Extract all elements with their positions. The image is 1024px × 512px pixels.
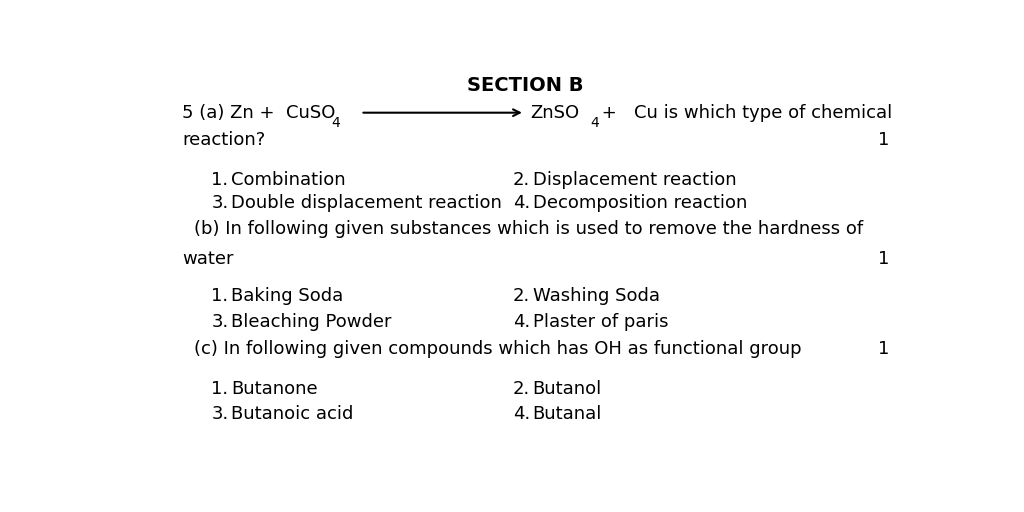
Text: 5 (a) Zn +  CuSO: 5 (a) Zn + CuSO [182,104,335,122]
Text: Bleaching Powder: Bleaching Powder [231,313,391,331]
Text: 4.: 4. [513,406,530,423]
Text: 3.: 3. [211,195,228,212]
Text: Butanal: Butanal [532,406,602,423]
Text: 1.: 1. [211,170,228,189]
Text: SECTION B: SECTION B [467,76,583,95]
Text: 2.: 2. [513,287,530,305]
Text: Double displacement reaction: Double displacement reaction [231,195,502,212]
Text: 3.: 3. [211,313,228,331]
Text: Washing Soda: Washing Soda [532,287,659,305]
Text: water: water [182,249,233,268]
Text: Baking Soda: Baking Soda [231,287,343,305]
Text: 1: 1 [879,249,890,268]
Text: 1.: 1. [211,380,228,398]
Text: 3.: 3. [211,406,228,423]
Text: 1.: 1. [211,287,228,305]
Text: Displacement reaction: Displacement reaction [532,170,736,189]
Text: 4: 4 [590,116,599,130]
Text: 4: 4 [331,116,340,130]
Text: 4.: 4. [513,195,530,212]
Text: 2.: 2. [513,170,530,189]
Text: 2.: 2. [513,380,530,398]
Text: Butanol: Butanol [532,380,602,398]
Text: Plaster of paris: Plaster of paris [532,313,669,331]
Text: +   Cu is which type of chemical: + Cu is which type of chemical [596,104,893,122]
Text: 4.: 4. [513,313,530,331]
Text: Butanone: Butanone [231,380,317,398]
Text: 1: 1 [879,340,890,358]
Text: (b) In following given substances which is used to remove the hardness of: (b) In following given substances which … [194,220,863,238]
Text: Decomposition reaction: Decomposition reaction [532,195,748,212]
Text: reaction?: reaction? [182,131,265,150]
Text: ZnSO: ZnSO [530,104,580,122]
Text: 1: 1 [879,131,890,150]
Text: Combination: Combination [231,170,346,189]
Text: (c) In following given compounds which has OH as functional group: (c) In following given compounds which h… [194,340,802,358]
Text: Butanoic acid: Butanoic acid [231,406,353,423]
